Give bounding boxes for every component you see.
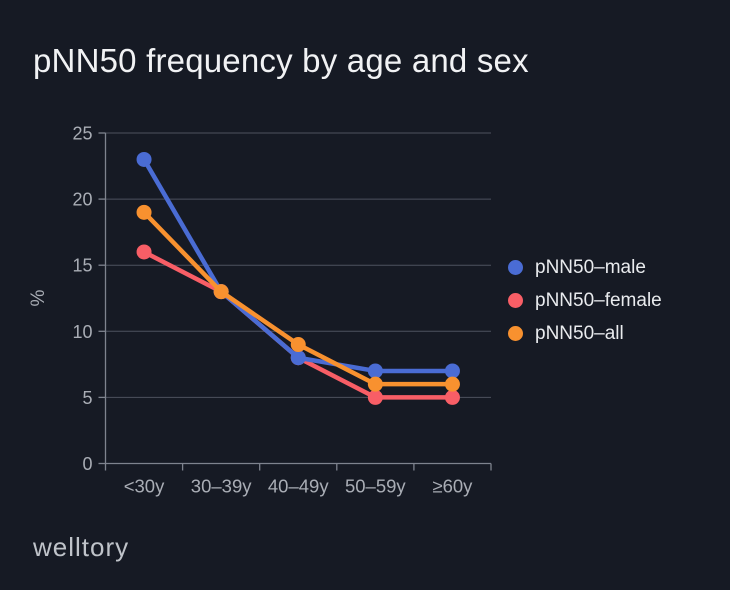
data-point-male-2 bbox=[290, 350, 306, 366]
data-point-male-4 bbox=[444, 363, 460, 379]
legend: pNN50–male pNN50–female pNN50–all bbox=[508, 251, 662, 350]
y-tick-label: 0 bbox=[82, 454, 92, 474]
legend-item-all: pNN50–all bbox=[508, 317, 662, 350]
data-point-male-0 bbox=[136, 151, 152, 167]
series-line-female bbox=[141, 249, 455, 400]
y-tick-label: 25 bbox=[72, 124, 92, 144]
x-tick-label: ≥60y bbox=[432, 476, 473, 497]
y-tick-label: 20 bbox=[72, 190, 92, 210]
y-tick-label: 10 bbox=[72, 322, 92, 342]
x-tick-label: 40–49y bbox=[268, 476, 329, 497]
legend-label-female: pNN50–female bbox=[535, 289, 662, 311]
legend-item-female: pNN50–female bbox=[508, 284, 662, 317]
data-point-female-0 bbox=[136, 244, 152, 260]
x-tick-label: 30–39y bbox=[191, 476, 252, 497]
welltory-logo: welltory bbox=[33, 532, 130, 562]
data-point-all-3 bbox=[367, 376, 383, 392]
legend-dot-all-icon bbox=[508, 326, 523, 341]
data-point-female-4 bbox=[444, 389, 460, 405]
y-tick-label: 15 bbox=[72, 256, 92, 276]
data-point-all-1 bbox=[213, 284, 229, 300]
legend-dot-male-icon bbox=[508, 260, 523, 275]
legend-label-all: pNN50–all bbox=[535, 322, 624, 344]
data-point-all-4 bbox=[444, 376, 460, 392]
data-point-female-3 bbox=[367, 389, 383, 405]
legend-dot-female-icon bbox=[508, 293, 523, 308]
x-tick-label: <30y bbox=[124, 476, 165, 497]
y-axis-label: % bbox=[28, 289, 49, 306]
chart-title: pNN50 frequency by age and sex bbox=[33, 42, 529, 79]
x-tick-label: 50–59y bbox=[345, 476, 406, 497]
legend-item-male: pNN50–male bbox=[508, 251, 662, 284]
y-tick-label: 5 bbox=[82, 388, 92, 408]
legend-label-male: pNN50–male bbox=[535, 256, 646, 278]
data-point-all-0 bbox=[136, 204, 152, 220]
data-point-all-2 bbox=[290, 337, 306, 353]
data-point-male-3 bbox=[367, 363, 383, 379]
